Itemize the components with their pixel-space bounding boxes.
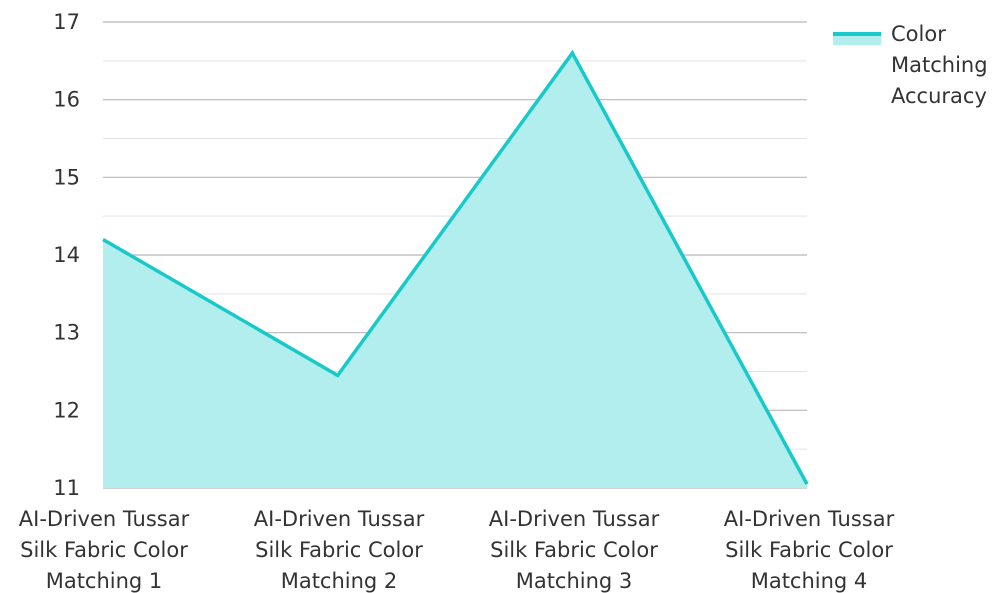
x-tick-label-line: AI-Driven Tussar bbox=[724, 507, 895, 531]
x-tick-label-line: AI-Driven Tussar bbox=[19, 507, 190, 531]
line-layer bbox=[102, 49, 809, 485]
legend: Color Matching Accuracy bbox=[833, 22, 988, 108]
y-tick-label: 12 bbox=[53, 398, 80, 422]
x-tick-label-line: Silk Fabric Color bbox=[725, 538, 893, 562]
series-line bbox=[102, 49, 809, 485]
y-axis-ticks: 11 12 13 14 15 16 17 bbox=[53, 10, 80, 500]
x-tick-label-line: Matching 3 bbox=[516, 569, 633, 593]
y-tick-label: 14 bbox=[53, 243, 80, 267]
y-tick-label: 15 bbox=[53, 165, 80, 189]
legend-label-line: Matching bbox=[891, 53, 988, 77]
series-area bbox=[103, 53, 807, 489]
y-tick-label: 11 bbox=[53, 476, 80, 500]
legend-label-line: Accuracy bbox=[891, 84, 987, 108]
x-tick-label-2: AI-Driven Tussar Silk Fabric Color Matchin… bbox=[254, 507, 425, 593]
x-tick-label-line: Silk Fabric Color bbox=[490, 538, 658, 562]
y-tick-label: 16 bbox=[53, 88, 80, 112]
y-tick-label: 13 bbox=[53, 321, 80, 345]
x-tick-label-line: Matching 4 bbox=[751, 569, 868, 593]
y-tick-label: 17 bbox=[53, 10, 80, 34]
x-axis-ticks: AI-Driven Tussar Silk Fabric Color Matchin… bbox=[19, 507, 895, 593]
x-tick-label-4: AI-Driven Tussar Silk Fabric Color Matchin… bbox=[724, 507, 895, 593]
x-tick-label-line: Matching 1 bbox=[46, 569, 163, 593]
legend-label-line: Color bbox=[891, 22, 946, 46]
x-tick-label-line: Silk Fabric Color bbox=[20, 538, 188, 562]
legend-label: Color Matching Accuracy bbox=[891, 22, 988, 108]
x-tick-label-line: Silk Fabric Color bbox=[255, 538, 423, 562]
x-tick-label-line: AI-Driven Tussar bbox=[489, 507, 660, 531]
x-tick-label-1: AI-Driven Tussar Silk Fabric Color Matchin… bbox=[19, 507, 190, 593]
area-layer bbox=[103, 53, 807, 489]
x-tick-label-line: Matching 2 bbox=[281, 569, 398, 593]
x-tick-label-line: AI-Driven Tussar bbox=[254, 507, 425, 531]
x-tick-label-3: AI-Driven Tussar Silk Fabric Color Matchin… bbox=[489, 507, 660, 593]
